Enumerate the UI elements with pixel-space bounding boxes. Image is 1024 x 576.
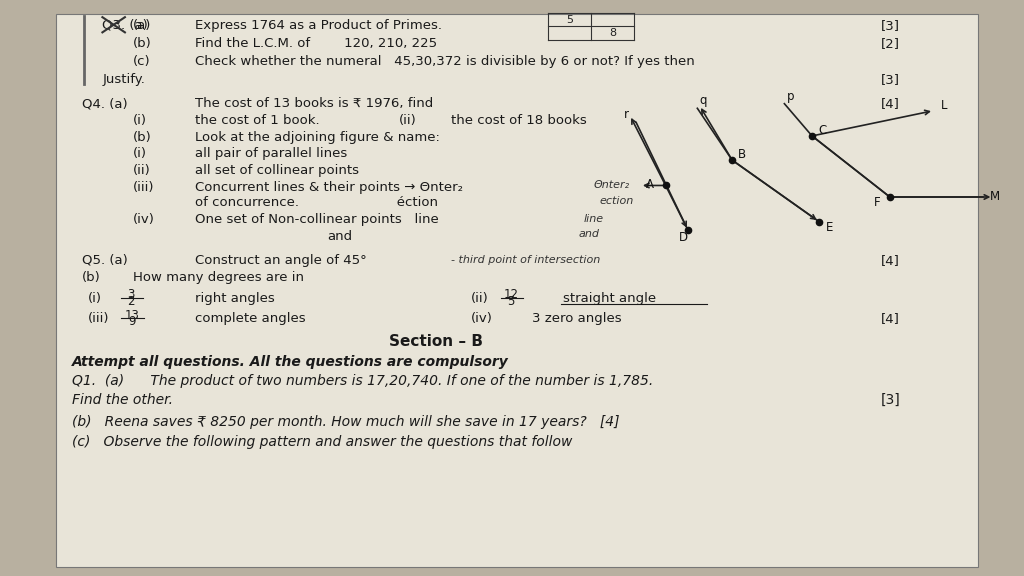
Text: of concurrence.                       éction: of concurrence. éction [195, 196, 437, 209]
Text: (ii): (ii) [471, 293, 488, 305]
Text: r: r [625, 108, 629, 120]
Text: L: L [941, 100, 947, 112]
Text: (b)   Reena saves ₹ 8250 per month. How much will she save in 17 years?   [4]: (b) Reena saves ₹ 8250 per month. How mu… [72, 415, 620, 429]
Text: [3]: [3] [881, 73, 900, 86]
Text: (c): (c) [133, 55, 151, 68]
Text: (ii): (ii) [133, 164, 151, 177]
Text: F: F [874, 196, 881, 209]
Text: all set of collinear points: all set of collinear points [195, 164, 358, 177]
Text: C: C [818, 124, 826, 137]
Text: A: A [646, 178, 654, 191]
Text: 5: 5 [566, 14, 572, 25]
Text: Section – B: Section – B [389, 334, 483, 349]
Text: (iv): (iv) [471, 312, 493, 325]
Text: (a): (a) [133, 20, 152, 32]
Text: Find the other.: Find the other. [72, 393, 173, 407]
Text: 12: 12 [504, 288, 518, 301]
Text: M: M [990, 191, 1000, 203]
Text: (i): (i) [133, 114, 147, 127]
Text: [4]: [4] [881, 97, 899, 110]
Text: 2: 2 [127, 295, 135, 308]
Text: (iii): (iii) [88, 312, 110, 325]
Text: (i): (i) [88, 293, 102, 305]
Text: (c)   Observe the following pattern and answer the questions that follow: (c) Observe the following pattern and an… [72, 435, 572, 449]
Text: 3 zero angles: 3 zero angles [532, 312, 623, 325]
Text: 8: 8 [609, 28, 615, 39]
Text: [2]: [2] [881, 37, 900, 50]
Text: E: E [825, 221, 834, 234]
Text: (ii): (ii) [399, 114, 417, 127]
Text: Q3. (a): Q3. (a) [102, 18, 148, 31]
Text: all pair of parallel lines: all pair of parallel lines [195, 147, 347, 160]
Text: 5: 5 [507, 295, 515, 308]
Text: D: D [679, 231, 687, 244]
Text: 9: 9 [128, 316, 136, 328]
Text: (iv): (iv) [133, 213, 155, 226]
Text: q: q [699, 94, 708, 107]
Text: B: B [738, 148, 746, 161]
Text: - third point of intersection: - third point of intersection [451, 255, 600, 266]
Text: Check whether the numeral   45,30,372 is divisible by 6 or not? If yes then: Check whether the numeral 45,30,372 is d… [195, 55, 694, 68]
Text: [3]: [3] [881, 393, 900, 407]
Text: straight angle: straight angle [563, 293, 656, 305]
Text: (b): (b) [133, 37, 152, 50]
Text: (iii): (iii) [133, 181, 155, 194]
Text: Find the L.C.M. of        120, 210, 225: Find the L.C.M. of 120, 210, 225 [195, 37, 436, 50]
Text: and: and [328, 230, 353, 242]
Text: right angles: right angles [195, 293, 274, 305]
Bar [56, 14, 978, 567]
Text: [3]: [3] [881, 20, 900, 32]
Text: (i): (i) [133, 147, 147, 160]
Text: ection: ection [599, 196, 633, 206]
Text: the cost of 1 book.: the cost of 1 book. [195, 114, 319, 127]
Text: How many degrees are in: How many degrees are in [133, 271, 304, 284]
Text: (b): (b) [82, 271, 100, 284]
Text: Attempt all questions. All the questions are compulsory: Attempt all questions. All the questions… [72, 355, 509, 369]
Text: Justify.: Justify. [102, 73, 145, 86]
Text: the cost of 18 books: the cost of 18 books [451, 114, 587, 127]
Text: Q5. (a): Q5. (a) [82, 254, 128, 267]
Text: Q4. (a): Q4. (a) [82, 97, 128, 110]
Text: p: p [786, 90, 795, 103]
Text: Q1.  (a)      The product of two numbers is 17,20,740. If one of the number is 1: Q1. (a) The product of two numbers is 17… [72, 374, 653, 388]
Text: Look at the adjoining figure & name:: Look at the adjoining figure & name: [195, 131, 439, 143]
Text: [4]: [4] [881, 254, 899, 267]
Text: 13: 13 [125, 309, 139, 321]
Text: One set of Non-collinear points   line: One set of Non-collinear points line [195, 213, 438, 226]
Text: Construct an angle of 45°: Construct an angle of 45° [195, 254, 367, 267]
Text: Express 1764 as a Product of Primes.: Express 1764 as a Product of Primes. [195, 20, 441, 32]
Text: [4]: [4] [881, 312, 899, 325]
Text: and: and [579, 229, 600, 240]
Text: The cost of 13 books is ₹ 1976, find: The cost of 13 books is ₹ 1976, find [195, 97, 433, 110]
Text: complete angles: complete angles [195, 312, 305, 325]
Text: Θnter₂: Θnter₂ [594, 180, 630, 191]
Text: 3: 3 [127, 288, 135, 301]
Text: (b): (b) [133, 131, 152, 143]
Text: Concurrent lines & their points → Θnter₂: Concurrent lines & their points → Θnter₂ [195, 181, 463, 194]
Text: line: line [584, 214, 604, 225]
